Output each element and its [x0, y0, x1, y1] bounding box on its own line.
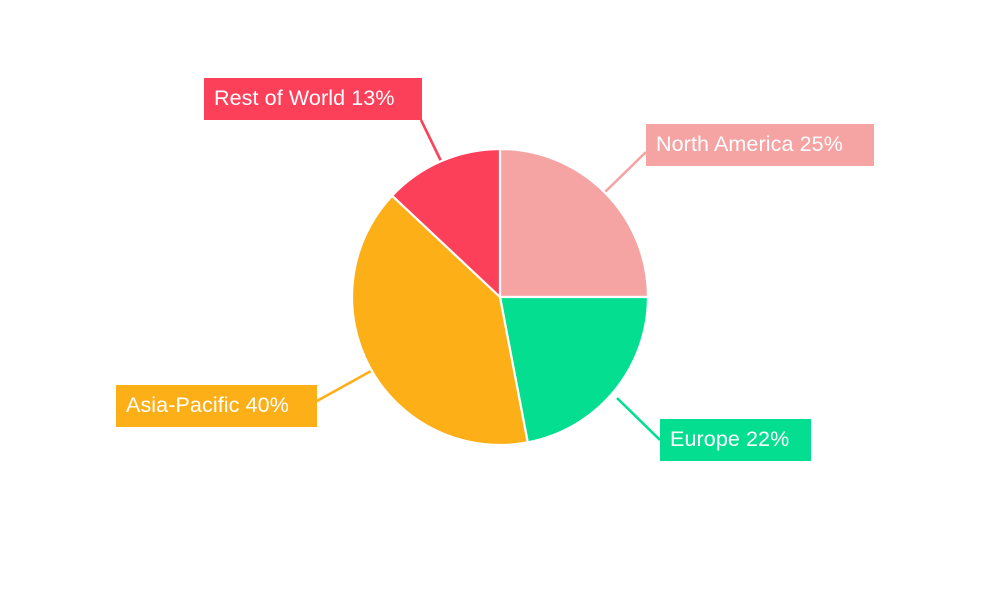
callout-label-text: North America 25%	[656, 132, 843, 157]
leader-line-north-america	[604, 151, 647, 193]
callout-label-text: Rest of World 13%	[214, 86, 395, 111]
callout-label-asia-pacific[interactable]: Asia-Pacific 40%	[116, 385, 317, 427]
pie-slice-group	[350, 147, 650, 447]
pie-slice-europe[interactable]	[498, 295, 650, 444]
pie-slice-rest-of-world[interactable]	[391, 147, 502, 299]
leader-line-rest-of-world	[419, 119, 443, 162]
leader-line-group	[316, 119, 661, 441]
callout-label-rest-of-world[interactable]: Rest of World 13%	[204, 78, 422, 120]
callout-label-north-america[interactable]: North America 25%	[646, 124, 874, 166]
pie-slice-north-america[interactable]	[498, 147, 650, 299]
leader-line-asia-pacific	[316, 369, 372, 403]
pie-slice-asia-pacific[interactable]	[350, 194, 529, 447]
leader-line-europe	[616, 397, 661, 441]
callout-label-text: Asia-Pacific 40%	[126, 393, 289, 418]
callout-label-europe[interactable]: Europe 22%	[660, 419, 811, 461]
callout-label-text: Europe 22%	[670, 427, 790, 452]
